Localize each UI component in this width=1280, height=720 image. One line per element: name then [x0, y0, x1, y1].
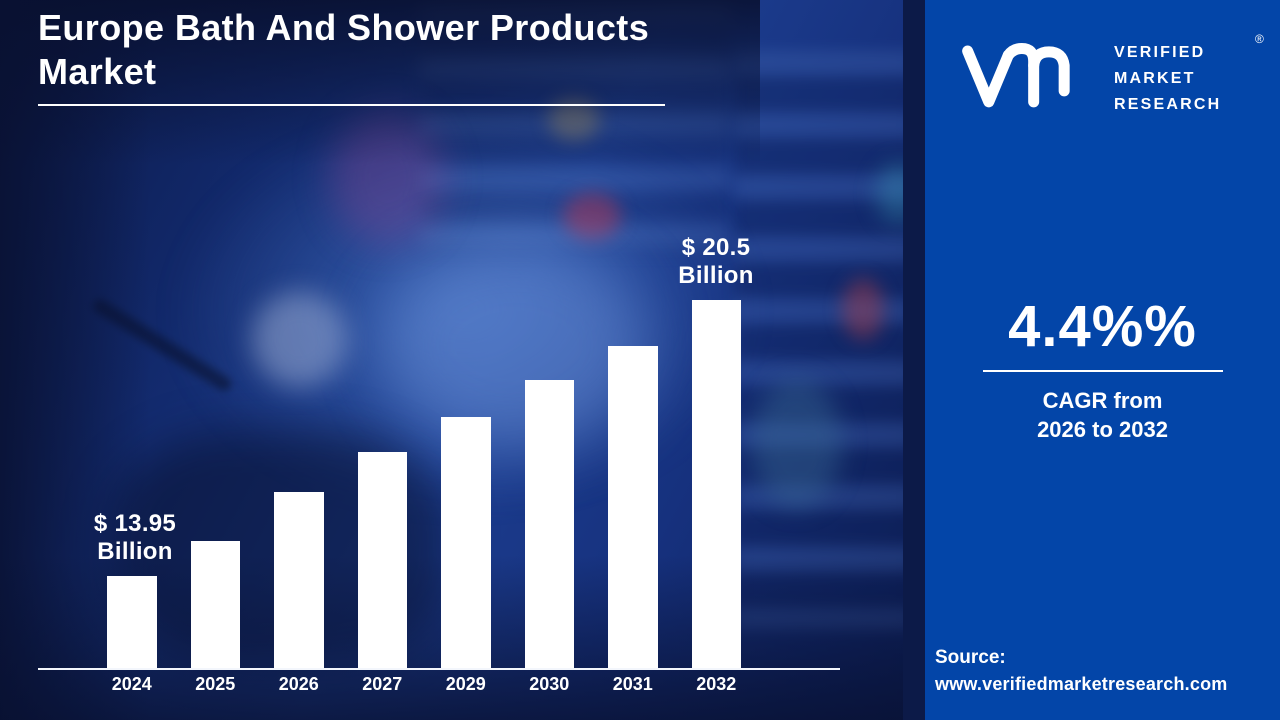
- vmr-logo-icon: [962, 42, 1070, 108]
- source-label: Source:: [935, 647, 1006, 668]
- bar-2030: [524, 380, 574, 669]
- x-label-2027: 2027: [362, 674, 403, 694]
- bar-2031: [608, 346, 658, 669]
- chart-panel: Europe Bath And Shower Products Market $ …: [0, 0, 925, 720]
- brand-block: VERIFIED MARKET RESEARCH ®: [925, 0, 1280, 130]
- last-bar-value: $ 20.5: [681, 234, 751, 261]
- cagr-caption-line1: CAGR from: [1042, 388, 1163, 413]
- bars-group: [107, 289, 741, 669]
- first-bar-unit: Billion: [97, 538, 173, 565]
- x-axis-labels: 2024 2025 2026 2027 2029 2030 2031 2032: [107, 674, 741, 695]
- bg-red-products: [563, 193, 621, 239]
- bar-2024: [107, 576, 157, 669]
- last-bar-unit: Billion: [678, 262, 754, 289]
- first-bar-value: $ 13.95: [93, 510, 177, 537]
- registered-trademark-icon: ®: [1255, 32, 1264, 46]
- page-title: Europe Bath And Shower Products Market: [38, 6, 649, 94]
- background-photo: [0, 0, 925, 720]
- sidebar: VERIFIED MARKET RESEARCH ® 4.4%% CAGR fr…: [925, 0, 1280, 720]
- brand-name-line1: VERIFIED: [1114, 44, 1206, 61]
- cagr-divider: [982, 370, 1223, 372]
- brand-name-line2: MARKET: [1114, 70, 1196, 87]
- bar-2029: [441, 417, 491, 669]
- bg-plant: [752, 378, 842, 508]
- x-label-2029: 2029: [445, 674, 486, 694]
- cagr-caption-line2: 2026 to 2032: [1037, 417, 1168, 442]
- last-bar-value-label: $ 20.5 Billion: [616, 234, 816, 290]
- bg-cart-items: [252, 292, 347, 387]
- x-label-2025: 2025: [195, 674, 236, 694]
- cagr-value: 4.4%%: [1008, 294, 1197, 359]
- bar-2027: [357, 452, 407, 669]
- bg-bright-spot: [380, 240, 650, 450]
- bar-chart: $ 13.95 Billion $ 20.5 Billion 2024 2025 2…: [35, 234, 840, 695]
- bg-red-products-right: [842, 278, 884, 340]
- source-url: www.verifiedmarketresearch.com: [935, 674, 1228, 694]
- x-label-2024: 2024: [111, 674, 152, 694]
- page-title-line2: Market: [38, 51, 157, 92]
- bar-2025: [190, 541, 240, 669]
- cagr-caption: CAGR from 2026 to 2032: [925, 386, 1280, 444]
- title-underline: [38, 104, 665, 106]
- x-label-2026: 2026: [278, 674, 319, 694]
- x-label-2031: 2031: [612, 674, 653, 694]
- first-bar-value-label: $ 13.95 Billion: [35, 510, 235, 566]
- x-label-2032: 2032: [696, 674, 737, 694]
- cagr-block: 4.4%% CAGR from 2026 to 2032: [925, 296, 1280, 444]
- bg-shelves-right: [735, 50, 915, 630]
- source-block: Source: www.verifiedmarketresearch.com: [935, 644, 1227, 698]
- bar-2032: [691, 300, 741, 669]
- x-axis-line: [38, 668, 840, 670]
- page-title-line1: Europe Bath And Shower Products: [38, 7, 650, 48]
- x-label-2030: 2030: [529, 674, 570, 694]
- bg-vignette-right: [903, 0, 925, 720]
- brand-name-line3: RESEARCH: [1114, 96, 1222, 113]
- bar-2026: [274, 492, 324, 669]
- brand-name: VERIFIED MARKET RESEARCH: [1114, 40, 1221, 118]
